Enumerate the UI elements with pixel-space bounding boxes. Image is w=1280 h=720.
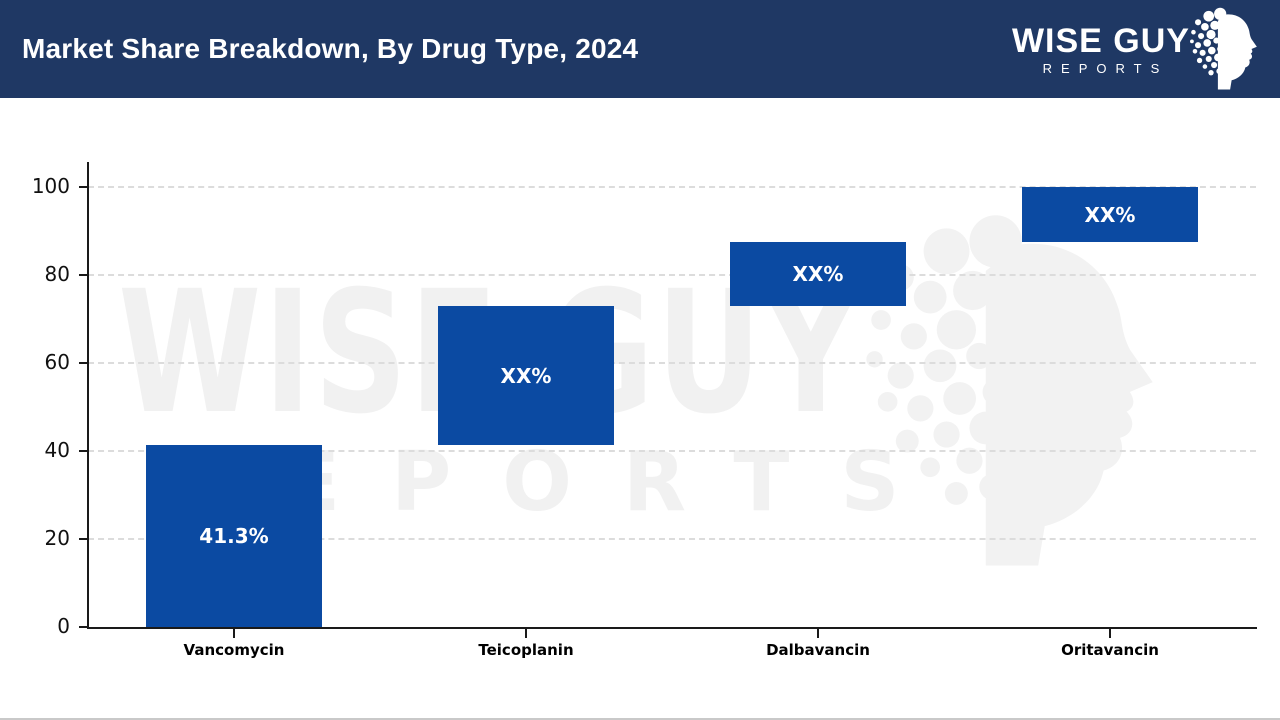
y-axis-spine bbox=[87, 162, 89, 629]
y-tick-mark-60 bbox=[79, 362, 88, 364]
x-axis-category-label-dalbavancin: Dalbavancin bbox=[766, 641, 870, 659]
x-tick-mark-teicoplanin bbox=[525, 629, 527, 638]
x-axis-category-label-oritavancin: Oritavancin bbox=[1061, 641, 1159, 659]
x-axis-category-label-vancomycin: Vancomycin bbox=[183, 641, 285, 659]
x-axis-spine bbox=[87, 627, 1257, 629]
header-banner: Market Share Breakdown, By Drug Type, 20… bbox=[0, 0, 1280, 98]
y-gridline-40 bbox=[88, 450, 1256, 452]
x-axis-category-label-teicoplanin: Teicoplanin bbox=[478, 641, 574, 659]
y-axis-tick-label: 20 bbox=[44, 525, 70, 550]
y-gridline-20 bbox=[88, 538, 1256, 540]
y-tick-mark-20 bbox=[79, 538, 88, 540]
logo-wordmark-text: WISE GUY bbox=[1011, 21, 1190, 60]
logo-text-block: WISE GUY REPORTS bbox=[1012, 24, 1190, 75]
y-axis-tick-label: 0 bbox=[57, 613, 70, 638]
y-axis-tick-label: 100 bbox=[31, 173, 70, 198]
page-title: Market Share Breakdown, By Drug Type, 20… bbox=[22, 33, 639, 64]
bottom-divider bbox=[0, 718, 1280, 720]
x-tick-mark-dalbavancin bbox=[817, 629, 819, 638]
bar-teicoplanin bbox=[438, 305, 614, 446]
y-tick-mark-0 bbox=[79, 626, 88, 628]
y-gridline-60 bbox=[88, 362, 1256, 364]
y-axis-tick-label: 80 bbox=[44, 261, 70, 286]
y-tick-mark-40 bbox=[79, 450, 88, 452]
y-gridline-100 bbox=[88, 186, 1256, 188]
bar-value-label-dalbavancin: XX% bbox=[792, 261, 844, 286]
bar-value-label-teicoplanin: XX% bbox=[500, 363, 552, 388]
y-axis-tick-label: 40 bbox=[44, 437, 70, 462]
logo-reports-text: REPORTS bbox=[1042, 60, 1169, 76]
y-axis-tick-label: 60 bbox=[44, 349, 70, 374]
bar-vancomycin bbox=[146, 445, 322, 627]
bar-value-label-vancomycin: 41.3% bbox=[199, 524, 269, 549]
x-tick-mark-oritavancin bbox=[1109, 629, 1111, 638]
y-tick-mark-80 bbox=[79, 274, 88, 276]
bar-oritavancin bbox=[1022, 187, 1198, 242]
bar-value-label-oritavancin: XX% bbox=[1084, 202, 1136, 227]
wise-guy-reports-logo: WISE GUY REPORTS bbox=[1012, 7, 1264, 91]
bar-dalbavancin bbox=[730, 242, 906, 306]
y-gridline-80 bbox=[88, 274, 1256, 276]
x-tick-mark-vancomycin bbox=[233, 629, 235, 638]
y-tick-mark-100 bbox=[79, 186, 88, 188]
